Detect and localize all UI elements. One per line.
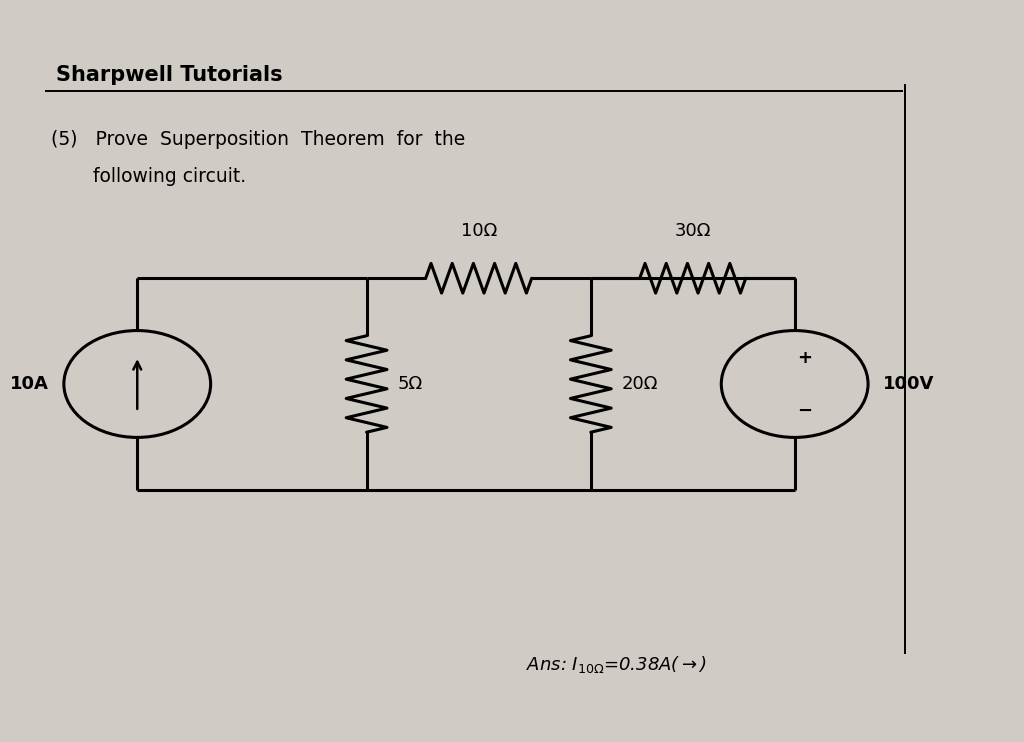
Text: −: − (798, 401, 812, 420)
Text: 20Ω: 20Ω (622, 375, 657, 393)
Text: 5Ω: 5Ω (397, 375, 422, 393)
Text: 100V: 100V (884, 375, 935, 393)
Text: 10Ω: 10Ω (461, 222, 497, 240)
Text: 10A: 10A (9, 375, 48, 393)
Text: (5)   Prove  Superposition  Theorem  for  the: (5) Prove Superposition Theorem for the (50, 130, 465, 149)
Text: following circuit.: following circuit. (50, 167, 246, 186)
Text: 30Ω: 30Ω (675, 222, 711, 240)
Text: +: + (798, 349, 812, 367)
Text: Ans: $I_{10\Omega}$=0.38A($\rightarrow$): Ans: $I_{10\Omega}$=0.38A($\rightarrow$) (525, 654, 707, 674)
Text: Sharpwell Tutorials: Sharpwell Tutorials (55, 65, 283, 85)
